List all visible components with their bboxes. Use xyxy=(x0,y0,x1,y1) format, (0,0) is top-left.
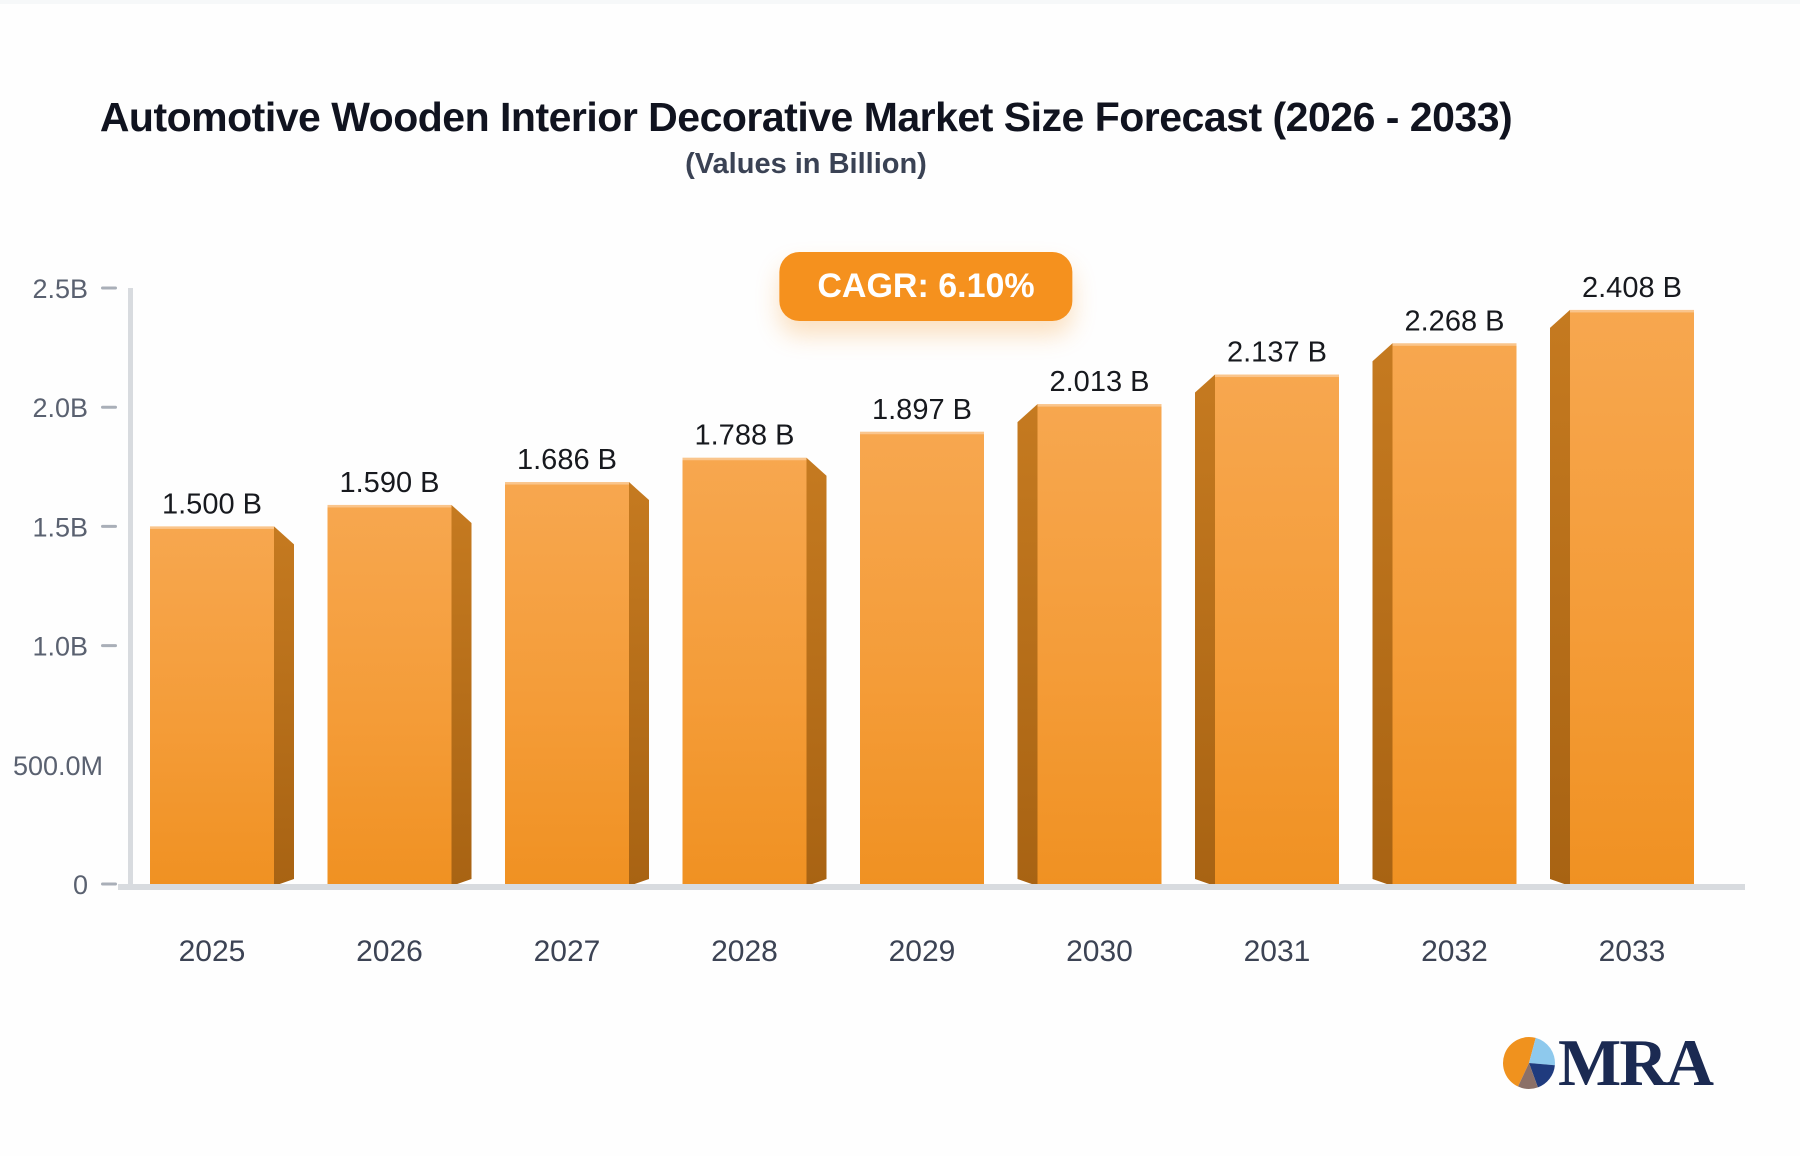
x-tick-label-2028: 2028 xyxy=(711,935,778,968)
bar-side-2026 xyxy=(451,504,472,886)
bar-value-label-2032: 2.268 B xyxy=(1405,305,1505,337)
y-tick-label: 2.5B xyxy=(32,274,88,304)
bar-2025 xyxy=(150,526,274,886)
bar-top-highlight xyxy=(505,482,629,485)
y-tick-label: 1.0B xyxy=(32,632,88,662)
bar-2031 xyxy=(1215,374,1339,886)
bar-2030 xyxy=(1037,404,1162,886)
x-tick-label-2027: 2027 xyxy=(534,935,601,968)
bar-top-highlight xyxy=(327,504,452,508)
brand-logo-text: MRA xyxy=(1558,1026,1714,1100)
bar-side-2031 xyxy=(1195,374,1215,886)
x-tick-label-2031: 2031 xyxy=(1244,935,1311,968)
y-tick-label: 0 xyxy=(73,870,88,900)
bar-2029 xyxy=(860,431,984,886)
logo-pie-slice-orange xyxy=(1503,1037,1536,1087)
bar-top-highlight xyxy=(682,457,807,461)
logo-pie-slice-taupe xyxy=(1518,1063,1538,1089)
bar-2026 xyxy=(327,504,452,886)
x-tick-label-2026: 2026 xyxy=(356,935,423,968)
bar-value-label-2030: 2.013 B xyxy=(1050,366,1150,398)
y-axis-line xyxy=(128,288,133,890)
bar-value-label-2031: 2.137 B xyxy=(1227,337,1327,369)
y-tick-label: 500.0M xyxy=(13,751,103,781)
top-edge-line xyxy=(0,0,1800,4)
y-axis-tick xyxy=(101,405,117,409)
bar-2028 xyxy=(682,457,807,886)
x-tick-label-2033: 2033 xyxy=(1599,935,1666,968)
bar-top-highlight xyxy=(1215,374,1339,378)
logo-pie-slice-navy xyxy=(1529,1063,1555,1088)
brand-logo: MRA xyxy=(1502,1026,1714,1100)
y-tick-label: 2.0B xyxy=(32,393,88,423)
chart-title: Automotive Wooden Interior Decorative Ma… xyxy=(99,94,1513,140)
bar-side-2030 xyxy=(1017,404,1038,886)
y-axis-tick xyxy=(101,524,117,528)
y-tick-label: 1.5B xyxy=(32,512,88,542)
pie-chart-logo-icon xyxy=(1503,1037,1555,1089)
bar-value-label-2025: 1.500 B xyxy=(162,488,262,520)
bar-2033 xyxy=(1570,309,1694,886)
y-axis-tick xyxy=(101,644,117,648)
bar-side-2025 xyxy=(274,526,294,886)
bar-top-highlight xyxy=(1037,404,1162,407)
bar-side-2027 xyxy=(629,482,649,886)
bar-2032 xyxy=(1392,343,1517,886)
y-axis-tick xyxy=(101,882,117,886)
x-tick-label-2029: 2029 xyxy=(889,935,956,968)
bar-top-highlight xyxy=(1392,343,1517,346)
x-tick-label-2025: 2025 xyxy=(179,935,246,968)
bar-top-highlight xyxy=(1570,309,1694,313)
x-tick-label-2030: 2030 xyxy=(1066,935,1133,968)
x-axis-line xyxy=(118,884,1745,890)
y-axis-tick xyxy=(101,286,117,290)
bar-value-label-2026: 1.590 B xyxy=(340,467,440,499)
bar-side-2032 xyxy=(1372,343,1393,886)
bar-side-2033 xyxy=(1550,309,1570,886)
cagr-badge: CAGR: 6.10% xyxy=(779,252,1073,321)
logo-pie-slice-lightblue xyxy=(1529,1037,1555,1066)
x-tick-label-2032: 2032 xyxy=(1421,935,1488,968)
bar-value-label-2033: 2.408 B xyxy=(1582,272,1682,304)
bar-side-2028 xyxy=(806,457,827,886)
bar-value-label-2029: 1.897 B xyxy=(872,394,972,426)
chart-subtitle: (Values in Billion) xyxy=(685,148,927,180)
bar-top-highlight xyxy=(860,431,984,435)
bar-top-highlight xyxy=(150,526,274,529)
bar-value-label-2027: 1.686 B xyxy=(517,444,617,476)
bar-2027 xyxy=(505,482,629,886)
bar-value-label-2028: 1.788 B xyxy=(695,420,795,452)
